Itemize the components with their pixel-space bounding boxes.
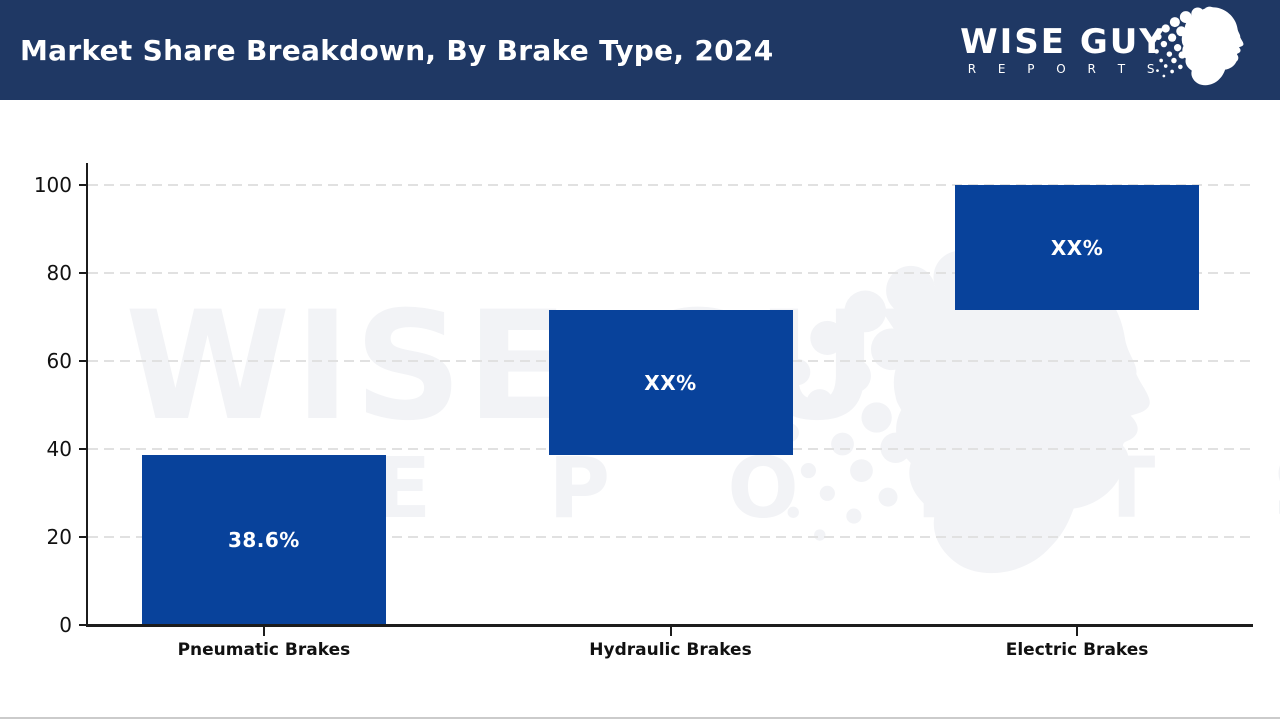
y-axis-tick-label: 60 [46,349,72,373]
x-axis-tick [1076,627,1079,636]
logo-wordmark: WISE GUY [960,22,1166,62]
y-gridline [88,184,1253,186]
y-axis-tick-label: 80 [46,261,72,285]
x-axis-category-label: Electric Brakes [1005,640,1149,660]
y-axis-tick [79,184,87,186]
page-title: Market Share Breakdown, By Brake Type, 2… [20,33,774,67]
bar-pneumatic-brakes: 38.6% [141,455,386,625]
y-axis-tick-label: 20 [46,525,72,549]
bar-value-label: XX% [1050,235,1104,260]
y-axis-tick-label: 40 [46,437,72,461]
x-axis-tick [262,627,265,636]
y-gridline [88,536,1253,538]
header-bar: Market Share Breakdown, By Brake Type, 2… [0,0,1280,100]
y-axis-tick [79,360,87,362]
bar-electric-brakes: XX% [955,185,1200,311]
bar-value-label: XX% [644,370,697,395]
watermark-face-icon [779,246,1150,574]
x-axis-tick [669,627,672,636]
logo-subtitle: R E P O R T S [967,62,1164,76]
brand-logo: WISE GUY R E P O R T S [960,2,1250,98]
y-axis-tick-label: 100 [33,173,72,197]
y-axis-line [86,163,88,626]
y-axis-tick [79,624,87,626]
bar-hydraulic-brakes: XX% [548,310,793,456]
y-axis-tick [79,448,87,450]
x-axis-category-label: Pneumatic Brakes [177,640,351,660]
bottom-border [0,717,1280,719]
y-axis-tick-label: 0 [59,613,72,637]
y-axis-tick [79,272,87,274]
logo-face-icon [1154,6,1244,86]
x-axis-category-label: Hydraulic Brakes [589,640,752,660]
y-gridline [88,272,1253,274]
x-axis-line [86,624,1253,627]
bar-value-label: 38.6% [227,528,300,553]
y-axis-tick [79,536,87,538]
